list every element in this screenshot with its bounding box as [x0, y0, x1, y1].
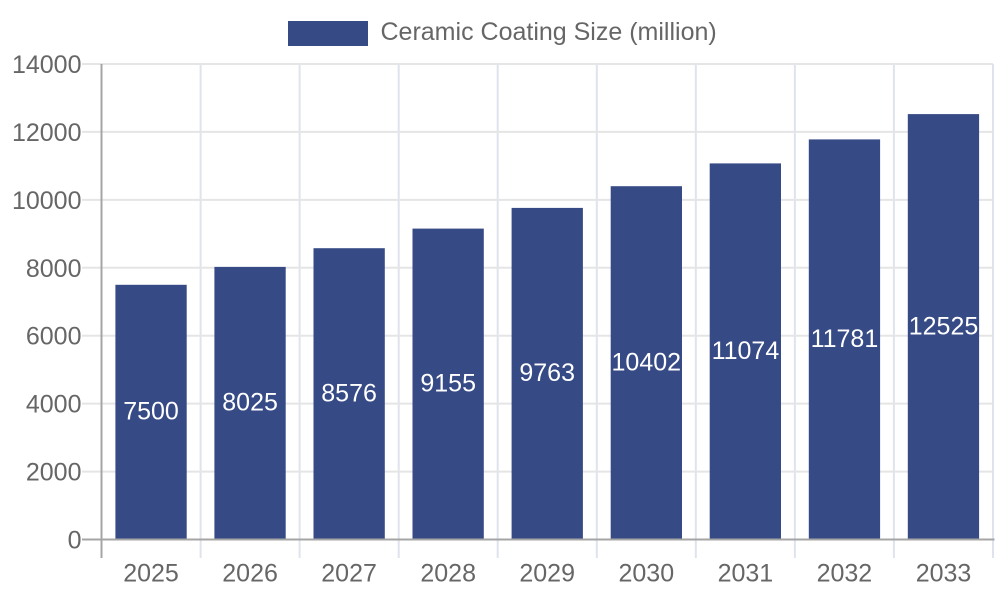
svg-text:7500: 7500 — [123, 398, 179, 426]
svg-text:2029: 2029 — [519, 560, 575, 588]
svg-text:11781: 11781 — [811, 325, 879, 353]
svg-text:9763: 9763 — [519, 359, 575, 387]
svg-text:2025: 2025 — [123, 560, 179, 588]
svg-text:2028: 2028 — [420, 560, 476, 588]
svg-text:4000: 4000 — [26, 391, 82, 419]
svg-text:14000: 14000 — [12, 51, 82, 79]
svg-text:12525: 12525 — [909, 312, 979, 340]
svg-text:8025: 8025 — [222, 389, 278, 417]
svg-text:2033: 2033 — [916, 560, 972, 588]
svg-text:6000: 6000 — [26, 323, 82, 351]
svg-text:2032: 2032 — [817, 560, 873, 588]
svg-text:12000: 12000 — [12, 119, 82, 147]
svg-text:0: 0 — [68, 527, 82, 555]
svg-text:Ceramic Coating Size (million): Ceramic Coating Size (million) — [381, 18, 717, 46]
svg-text:8576: 8576 — [321, 379, 377, 407]
svg-text:10000: 10000 — [12, 187, 82, 215]
svg-text:10402: 10402 — [612, 348, 682, 376]
svg-text:9155: 9155 — [420, 370, 476, 398]
svg-text:2027: 2027 — [321, 560, 377, 588]
svg-text:11074: 11074 — [712, 337, 780, 365]
svg-text:2000: 2000 — [26, 459, 82, 487]
svg-text:8000: 8000 — [26, 255, 82, 283]
svg-text:2031: 2031 — [718, 560, 774, 588]
svg-text:2026: 2026 — [222, 560, 278, 588]
svg-text:2030: 2030 — [618, 560, 674, 588]
